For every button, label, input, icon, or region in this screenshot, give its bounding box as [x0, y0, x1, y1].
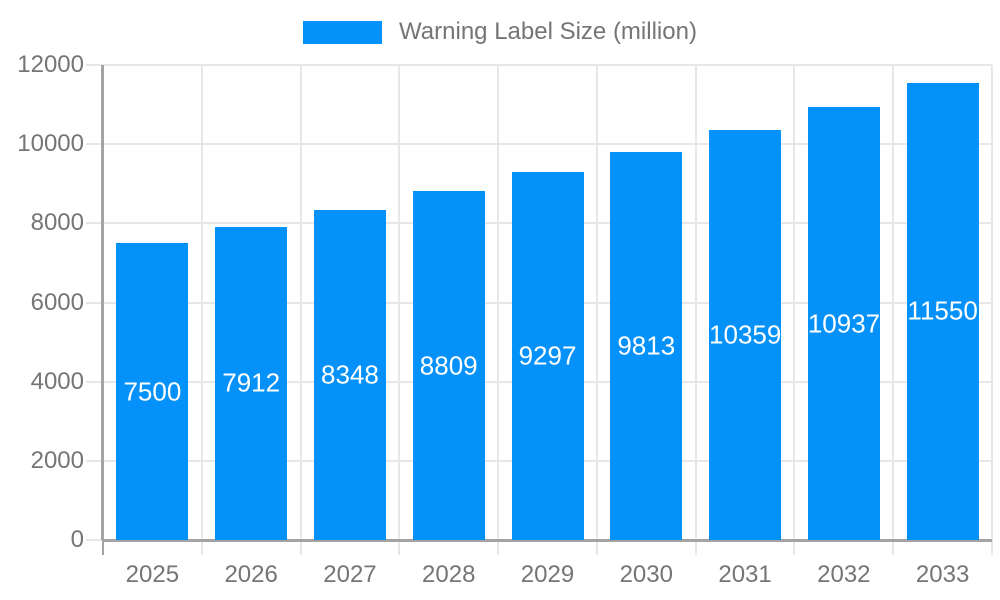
y-tick-label: 4000 — [30, 367, 84, 395]
x-gridline — [892, 65, 895, 540]
bar-value-label: 11550 — [907, 295, 978, 326]
bar-value-label: 8809 — [419, 350, 478, 381]
x-gridline — [200, 65, 203, 540]
bar-value-label: 9813 — [617, 330, 676, 361]
bar — [313, 209, 386, 540]
y-tick-label: 12000 — [17, 51, 84, 78]
x-tick — [991, 540, 993, 555]
y-tick — [86, 64, 103, 66]
bar — [116, 243, 189, 540]
legend-item[interactable]: Warning Label Size (million) — [0, 18, 1000, 46]
x-tick — [694, 540, 697, 555]
x-gridline — [991, 65, 993, 540]
y-tick — [86, 459, 103, 462]
x-axis-line — [103, 539, 992, 542]
bar-value-label: 7912 — [222, 367, 281, 398]
bar-value-label: 10937 — [807, 308, 881, 339]
x-gridline — [694, 65, 697, 540]
x-tick — [595, 540, 598, 555]
x-tick — [102, 540, 104, 555]
x-tick-label: 2027 — [323, 561, 377, 588]
x-gridline — [793, 65, 796, 540]
y-tick — [86, 143, 103, 146]
x-tick-label: 2030 — [619, 561, 673, 588]
x-gridline — [398, 65, 401, 540]
x-tick-label: 2029 — [520, 561, 575, 588]
y-axis-line — [101, 65, 104, 540]
y-tick — [86, 380, 103, 383]
x-tick — [892, 540, 895, 555]
y-tick-label: 0 — [70, 526, 84, 553]
x-tick-label: 2032 — [817, 561, 871, 588]
y-tick-label: 8000 — [30, 209, 84, 237]
bar-value-label: 7500 — [123, 376, 182, 407]
bar — [412, 191, 485, 540]
bar — [215, 226, 288, 540]
legend-label: Warning Label Size (million) — [399, 18, 697, 45]
x-tick — [497, 540, 500, 555]
x-tick — [793, 540, 796, 555]
x-tick-label: 2028 — [422, 561, 476, 588]
bar-value-label: 9297 — [518, 340, 577, 371]
bar — [610, 151, 683, 540]
y-tick-label: 2000 — [30, 446, 84, 474]
legend-swatch — [303, 20, 383, 44]
x-tick — [398, 540, 401, 555]
x-tick — [200, 540, 203, 555]
bar — [906, 82, 979, 540]
x-tick — [299, 540, 302, 555]
bar-value-label: 10359 — [709, 319, 782, 350]
y-tick — [86, 222, 103, 225]
x-gridline — [497, 65, 500, 540]
y-tick — [86, 301, 103, 304]
y-gridline — [103, 64, 992, 66]
y-gridline — [103, 143, 992, 146]
x-tick-label: 2033 — [915, 561, 970, 588]
x-tick-label: 2026 — [224, 561, 278, 588]
bar — [709, 129, 782, 540]
y-tick — [86, 539, 103, 541]
y-tick-label: 6000 — [30, 288, 84, 316]
x-tick-label: 2031 — [718, 561, 772, 588]
bar — [511, 171, 584, 540]
x-tick-label: 2025 — [125, 561, 180, 588]
y-tick-label: 10000 — [17, 130, 84, 158]
x-gridline — [595, 65, 598, 540]
bar-value-label: 8348 — [321, 359, 379, 390]
bar — [807, 107, 880, 540]
x-gridline — [299, 65, 302, 540]
